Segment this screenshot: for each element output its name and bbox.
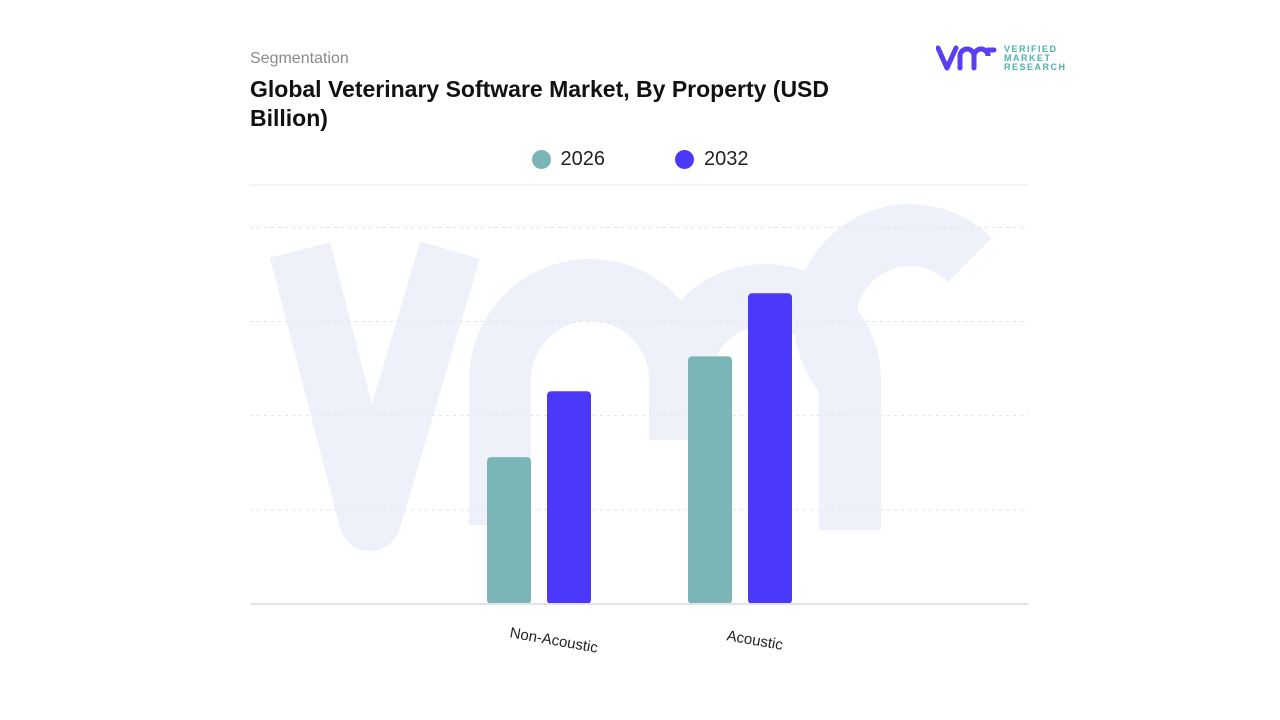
logo-text: VERIFIED MARKET RESEARCH — [1004, 43, 1067, 72]
legend-item-2032[interactable]: 2032 — [675, 148, 749, 171]
chart-title: Global Veterinary Software Market, By Pr… — [250, 76, 830, 131]
legend-label: 2032 — [704, 148, 749, 170]
bar-acoustic-2026[interactable] — [688, 356, 732, 604]
bar-non-acoustic-2026[interactable] — [487, 457, 531, 604]
x-tick-label: Non-Acoustic — [508, 624, 599, 656]
legend-label: 2026 — [560, 148, 606, 170]
bar-acoustic-2032[interactable] — [748, 293, 792, 604]
vmr-logo-mark-icon — [936, 45, 997, 71]
segment-label: Segmentation — [250, 50, 349, 67]
legend-swatch-2032 — [675, 150, 694, 169]
x-tick-label: Acoustic — [725, 627, 784, 654]
bar-non-acoustic-2032[interactable] — [547, 391, 591, 604]
legend: 2026 2032 — [0, 148, 1280, 171]
watermark-logo — [269, 204, 992, 551]
vmr-logo: VERIFIED MARKET RESEARCH — [936, 44, 1067, 72]
legend-item-2026[interactable]: 2026 — [531, 148, 606, 171]
legend-swatch-2026 — [531, 150, 551, 169]
